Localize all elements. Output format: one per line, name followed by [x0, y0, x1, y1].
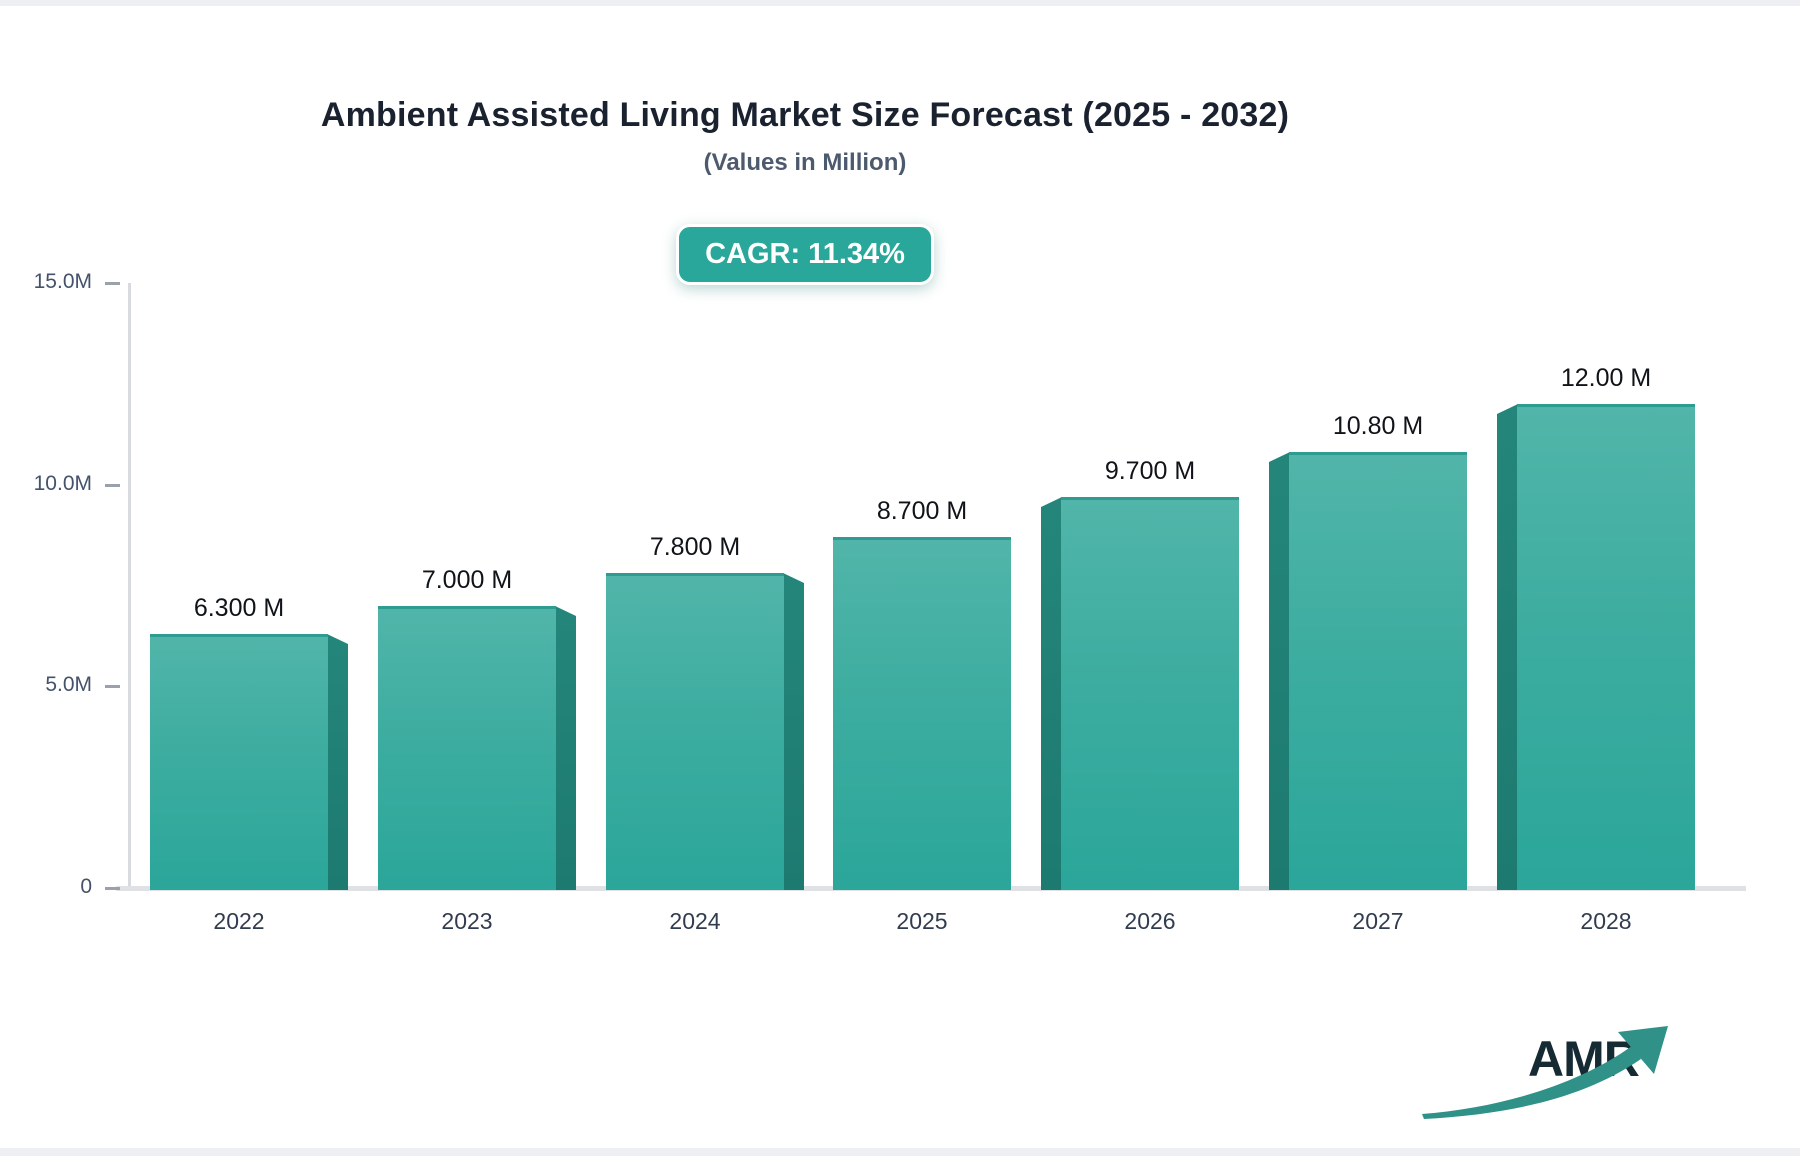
- x-axis-category-label: 2027: [1352, 908, 1404, 934]
- bar-value-label: 12.00 M: [1560, 364, 1652, 392]
- top-edge-strip: [0, 0, 1800, 6]
- x-axis-category-label: 2023: [441, 908, 493, 934]
- bar-side-face: [1269, 452, 1290, 890]
- bar-side-face: [327, 634, 348, 890]
- bar-value-label: 6.300 M: [193, 594, 285, 622]
- y-axis-tick-label: 5.0M: [45, 673, 92, 697]
- cagr-badge-wrap: CAGR: 11.34%: [0, 224, 1610, 285]
- bottom-edge-strip: [0, 1148, 1800, 1156]
- chart-subtitle: (Values in Million): [703, 149, 907, 176]
- x-axis-category-label: 2026: [1124, 908, 1176, 934]
- y-axis-tick: [105, 282, 120, 285]
- bar-side-face: [1041, 497, 1062, 890]
- bar-side-face: [555, 606, 576, 890]
- x-axis-category-label: 2025: [896, 908, 948, 934]
- chart-header: Ambient Assisted Living Market Size Fore…: [0, 96, 1610, 177]
- bar: [1061, 497, 1239, 890]
- y-axis-tick: [105, 685, 120, 689]
- y-axis-tick-label: 0: [80, 875, 92, 898]
- bar: [1289, 452, 1467, 890]
- growth-arrow-icon: [1422, 1026, 1668, 1119]
- bar: [378, 606, 556, 890]
- bar: [150, 634, 328, 890]
- x-axis-category-label: 2028: [1580, 908, 1632, 934]
- bar-value-label: 9.700 M: [1104, 457, 1196, 485]
- bar-value-label: 8.700 M: [876, 497, 968, 525]
- y-axis-tick-label: 15.0M: [33, 270, 92, 293]
- x-axis-category-label: 2022: [213, 908, 265, 934]
- bar-value-label: 7.000 M: [421, 566, 513, 594]
- y-axis-tick: [105, 887, 120, 890]
- y-axis-line: [128, 283, 131, 888]
- bar-side-face: [783, 573, 804, 890]
- chart-title: Ambient Assisted Living Market Size Fore…: [320, 96, 1290, 134]
- y-axis-tick-label: 10.0M: [33, 471, 92, 495]
- cagr-badge: CAGR: 11.34%: [676, 224, 934, 285]
- bar: [606, 573, 784, 890]
- bar-value-label: 10.80 M: [1332, 412, 1424, 440]
- bar-side-face: [1497, 404, 1518, 890]
- y-axis-tick: [105, 483, 120, 487]
- bar: [1517, 404, 1695, 890]
- bar-value-label: 7.800 M: [649, 533, 741, 561]
- x-axis-category-label: 2024: [669, 908, 721, 934]
- bar: [833, 537, 1011, 890]
